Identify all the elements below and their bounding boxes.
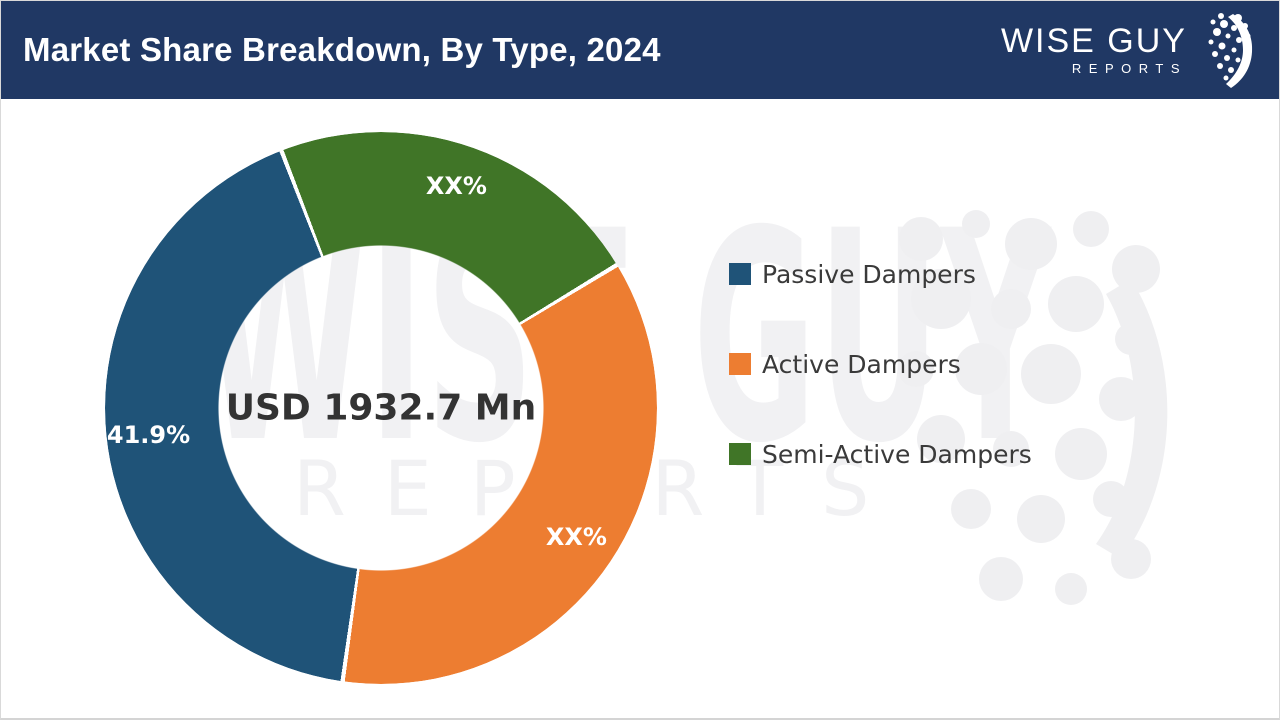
legend-item-active-dampers: Active Dampers bbox=[729, 349, 1032, 379]
legend-label: Passive Dampers bbox=[762, 259, 976, 289]
legend: Passive Dampers Active Dampers Semi-Acti… bbox=[729, 259, 1032, 469]
slice-label-active-dampers: XX% bbox=[545, 522, 607, 551]
logo-wordmark: WISE GUY bbox=[1000, 22, 1187, 60]
logo-face-icon bbox=[1208, 13, 1253, 88]
legend-label: Semi-Active Dampers bbox=[762, 439, 1032, 469]
slice-label-semi-active-dampers: XX% bbox=[425, 172, 487, 201]
chart-canvas: WISE GUY REPORTS 41.9% XX% bbox=[1, 99, 1279, 718]
page-title: Market Share Breakdown, By Type, 2024 bbox=[23, 31, 661, 68]
donut-center-value: USD 1932.7 Mn bbox=[225, 387, 537, 429]
legend-label: Active Dampers bbox=[762, 349, 961, 379]
legend-item-semi-active-dampers: Semi-Active Dampers bbox=[729, 439, 1032, 469]
logo-subtext: REPORTS bbox=[1071, 61, 1187, 76]
legend-swatch-passive-dampers bbox=[729, 263, 751, 285]
donut-chart: 41.9% XX% XX% USD 1932.7 Mn bbox=[105, 132, 657, 684]
legend-item-passive-dampers: Passive Dampers bbox=[729, 259, 1032, 289]
header: Market Share Breakdown, By Type, 2024 WI… bbox=[1, 1, 1279, 99]
donut-ring bbox=[105, 132, 657, 684]
slice-label-passive-dampers: 41.9% bbox=[106, 420, 191, 449]
wiseguy-logo: WISE GUY REPORTS bbox=[1001, 10, 1257, 90]
legend-swatch-active-dampers bbox=[729, 353, 751, 375]
logo-wordmark-block: WISE GUY REPORTS bbox=[1001, 23, 1187, 77]
legend-swatch-semi-active-dampers bbox=[729, 443, 751, 465]
